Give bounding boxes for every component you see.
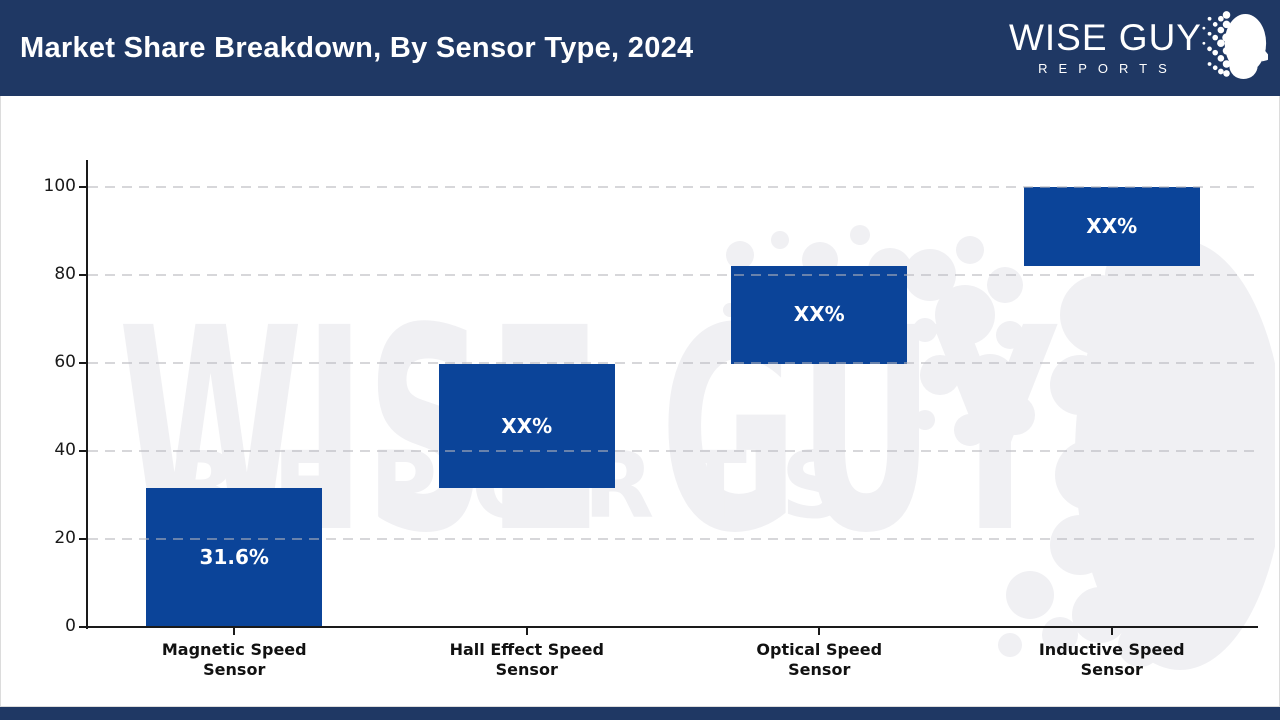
bar-value-label: XX% xyxy=(501,413,553,438)
bar-value-label: XX% xyxy=(1086,214,1138,238)
gridline-40 xyxy=(88,450,1258,452)
gridline-60 xyxy=(88,362,1258,364)
y-tick-mark xyxy=(79,450,87,452)
bar-value-label: XX% xyxy=(793,302,845,327)
x-tick-mark xyxy=(1110,628,1113,635)
x-axis-label-line: Optical Speed xyxy=(756,640,883,659)
x-axis-label-line: Inductive Speed xyxy=(1038,640,1185,659)
y-tick-label: 20 xyxy=(54,528,76,548)
x-axis-label-line: Magnetic Speed xyxy=(161,640,307,659)
wiseguy-logo: WISE GUY REPORTS xyxy=(1009,8,1268,86)
y-tick-label: 100 xyxy=(43,176,76,196)
x-axis-label-line: Sensor xyxy=(1080,660,1143,679)
y-tick-label: 80 xyxy=(54,264,76,284)
y-tick-mark xyxy=(79,626,87,628)
y-tick-mark xyxy=(79,186,87,188)
x-tick-mark xyxy=(233,628,236,635)
y-tick-label: 40 xyxy=(54,440,76,460)
x-tick-mark xyxy=(525,628,528,635)
gridline-100 xyxy=(88,186,1258,188)
x-axis-label: Optical Speed Sensor xyxy=(674,640,964,680)
y-tick-mark xyxy=(79,274,87,276)
y-tick-mark xyxy=(79,538,87,540)
x-axis-label: Hall Effect Speed Sensor xyxy=(382,640,672,680)
y-tick-label: 0 xyxy=(65,616,76,636)
gridline-80 xyxy=(88,274,1258,276)
x-axis-label-line: Sensor xyxy=(788,660,851,679)
x-axis-spine xyxy=(86,626,1258,628)
gridline-20 xyxy=(88,538,1258,540)
x-axis-label: Magnetic Speed Sensor xyxy=(89,640,379,680)
bar-value-label: 31.6% xyxy=(199,544,269,569)
chart-title: Market Share Breakdown, By Sensor Type, … xyxy=(20,31,694,64)
y-tick-mark xyxy=(79,362,87,364)
logo-wordmark: WISE GUY xyxy=(1008,16,1202,58)
x-axis-label-line: Sensor xyxy=(495,660,558,679)
x-axis-label-line: Hall Effect Speed xyxy=(449,640,604,659)
y-axis-spine xyxy=(86,160,88,629)
bar-segment xyxy=(731,266,908,364)
x-axis-label-line: Sensor xyxy=(203,660,266,679)
logo-subtitle: REPORTS xyxy=(1038,60,1178,76)
footer-bar xyxy=(0,707,1280,720)
logo-text: WISE GUY REPORTS xyxy=(1009,19,1202,76)
header-bar: Market Share Breakdown, By Sensor Type, … xyxy=(0,0,1280,96)
logo-face-icon xyxy=(1202,11,1268,80)
y-tick-label: 60 xyxy=(54,352,76,372)
bar-segment xyxy=(146,487,323,627)
bar-segment xyxy=(1023,187,1200,267)
x-axis-label: Inductive Speed Sensor xyxy=(967,640,1257,680)
bar-segment xyxy=(438,363,615,488)
x-tick-mark xyxy=(818,628,821,635)
